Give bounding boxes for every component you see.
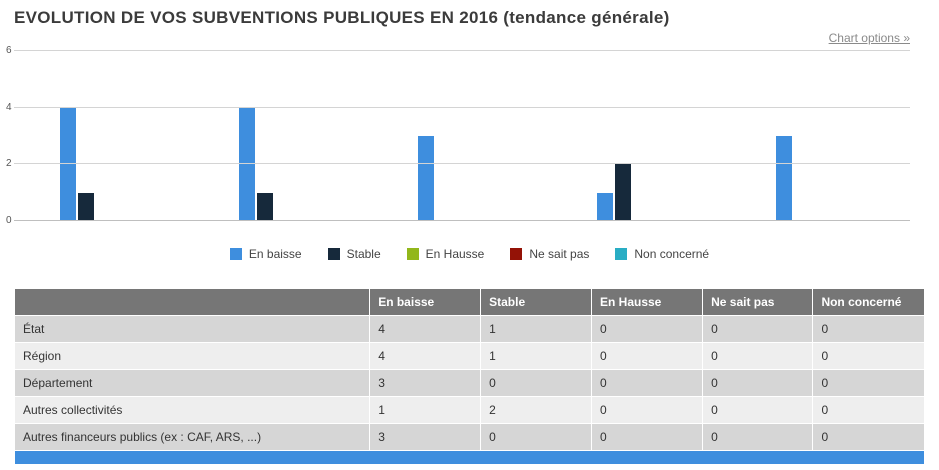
table-header-cell: En baisse: [369, 288, 482, 316]
value-cell: 0: [702, 396, 814, 424]
legend-item[interactable]: En baisse: [229, 247, 302, 261]
table-row: Autres financeurs publics (ex : CAF, ARS…: [13, 423, 925, 451]
table-row: Autres collectivités 1 2 0 0 0: [13, 396, 925, 424]
value-cell: 0: [590, 423, 704, 451]
value-cell: 3: [369, 369, 482, 397]
legend-swatch: [327, 248, 340, 260]
legend-swatch: [615, 248, 628, 260]
gridline: [14, 50, 910, 51]
legend-label: Ne sait pas: [529, 247, 590, 261]
table-row: État 4 1 0 0 0: [13, 315, 925, 343]
value-cell: 3: [369, 423, 482, 451]
value-cell: 0: [812, 315, 925, 343]
results-table: En baisse Stable En Hausse Ne sait pas Non c…: [13, 288, 925, 451]
legend-item[interactable]: En Hausse: [406, 247, 485, 261]
table-header-cell: En Hausse: [590, 288, 704, 316]
legend-label: Stable: [346, 247, 381, 261]
value-cell: 0: [812, 342, 925, 370]
value-cell: 4: [369, 315, 482, 343]
value-cell: 0: [812, 369, 925, 397]
page-title: EVOLUTION DE VOS SUBVENTIONS PUBLIQUES E…: [14, 8, 670, 27]
gridline: [14, 163, 910, 165]
gridline: [14, 220, 910, 221]
legend-swatch: [229, 248, 242, 260]
y-tick-label: 6: [6, 45, 12, 56]
legend-label: Non concerné: [634, 247, 710, 261]
row-label-cell: Autres financeurs publics (ex : CAF, ARS…: [13, 423, 371, 451]
legend: En baisse Stable En Hausse Ne sait pas Non c…: [14, 247, 925, 261]
table-header-row: En baisse Stable En Hausse Ne sait pas Non c…: [13, 288, 925, 316]
bar-group: [552, 51, 731, 221]
table-header-cell: Ne sait pas: [702, 288, 814, 316]
value-cell: 2: [480, 396, 592, 424]
value-cell: 0: [590, 369, 704, 397]
value-cell: 0: [590, 342, 704, 370]
row-label-cell: Autres collectivités: [13, 396, 371, 424]
bar-group: [14, 51, 193, 221]
value-cell: 0: [702, 423, 814, 451]
table-body: État 4 1 0 0 0 Région 4 1 0 0 0 Département 3 0 0 0 0 Autr…: [13, 315, 925, 451]
value-cell: 0: [590, 315, 704, 343]
table-header-cell: Stable: [480, 288, 592, 316]
table-header-cell: Non concerné: [812, 288, 925, 316]
value-cell: 0: [812, 396, 925, 424]
bar[interactable]: [597, 192, 614, 221]
value-cell: 1: [369, 396, 482, 424]
chart-options-row: Chart options »: [14, 29, 910, 45]
plot-area: 0 2 4 6: [6, 46, 910, 226]
legend-item[interactable]: Ne sait pas: [510, 247, 589, 261]
value-cell: 1: [480, 315, 592, 343]
row-label-cell: État: [13, 315, 371, 343]
value-cell: 1: [480, 342, 592, 370]
legend-swatch: [510, 248, 523, 260]
value-cell: 0: [702, 315, 814, 343]
value-cell: 0: [702, 342, 814, 370]
bar[interactable]: [256, 192, 273, 221]
value-cell: 4: [369, 342, 482, 370]
bar-group: [372, 51, 551, 221]
legend-label: En Hausse: [425, 247, 485, 261]
bar[interactable]: [77, 192, 94, 221]
bar-groups: [14, 51, 910, 221]
table-row: Région 4 1 0 0 0: [13, 342, 925, 370]
bar[interactable]: [615, 164, 632, 221]
bar[interactable]: [418, 136, 434, 221]
value-cell: 0: [590, 396, 704, 424]
bar-group: [731, 51, 910, 221]
legend-item[interactable]: Non concerné: [615, 247, 709, 261]
value-cell: 0: [812, 423, 925, 451]
bar-group: [193, 51, 372, 221]
legend-swatch: [406, 248, 419, 260]
bar[interactable]: [776, 136, 793, 221]
table-header-cell: [13, 288, 371, 316]
table-row: Département 3 0 0 0 0: [13, 369, 925, 397]
legend-item[interactable]: Stable: [327, 247, 381, 261]
y-tick-label: 0: [6, 215, 12, 226]
legend-label: En baisse: [248, 247, 302, 261]
value-cell: 0: [480, 423, 592, 451]
y-tick-label: 2: [6, 158, 12, 170]
row-label-cell: Région: [13, 342, 371, 370]
value-cell: 0: [702, 369, 814, 397]
row-label-cell: Département: [13, 369, 371, 397]
chart-options-link[interactable]: Chart options »: [828, 31, 910, 45]
table-partial-row: [14, 451, 925, 464]
value-cell: 0: [480, 369, 592, 397]
y-tick-label: 4: [6, 101, 12, 113]
gridline: [14, 106, 910, 108]
